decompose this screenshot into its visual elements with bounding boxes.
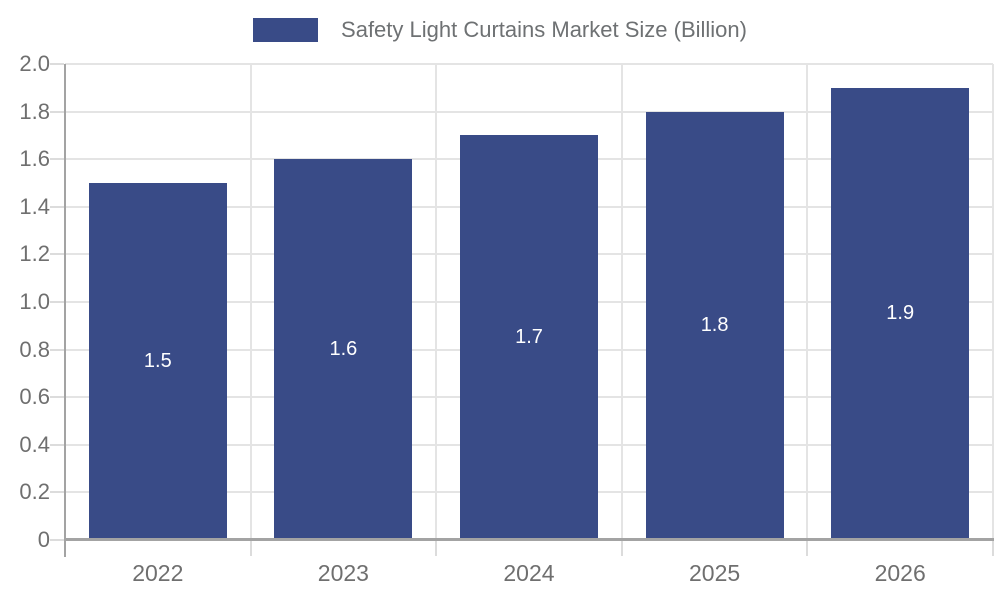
y-outer-tick [50, 110, 64, 113]
bar-value-label: 1.9 [886, 302, 915, 325]
y-outer-tick [50, 443, 64, 446]
gridline-vertical [992, 64, 994, 540]
gridline-vertical [249, 64, 252, 540]
y-outer-tick [50, 158, 64, 161]
legend[interactable]: Safety Light Curtains Market Size (Billi… [0, 17, 1000, 43]
x-tick-label-2025: 2025 [689, 560, 741, 586]
x-outer-tick [992, 541, 994, 556]
gridline-vertical [435, 64, 438, 540]
y-tick-label: 1.4 [19, 193, 50, 219]
legend-swatch [253, 18, 319, 42]
bar-value-label: 1.7 [515, 326, 543, 349]
x-axis-line [64, 538, 994, 541]
y-axis-line [64, 64, 66, 557]
y-tick-label: 1.8 [19, 98, 50, 124]
x-tick-label-2026: 2026 [874, 560, 926, 586]
bar-2025: 1.8 [645, 111, 784, 540]
gridline-vertical [806, 64, 809, 540]
gridline-horizontal [65, 63, 993, 65]
x-outer-tick [435, 541, 438, 556]
y-tick-label: 0 [37, 527, 50, 552]
y-tick-label: 2.0 [19, 51, 50, 76]
y-tick-label: 0.4 [19, 431, 50, 457]
bar-value-label: 1.8 [700, 314, 729, 337]
bar-2026: 1.9 [831, 87, 970, 540]
y-outer-tick [50, 348, 64, 351]
x-outer-tick [620, 541, 623, 556]
x-tick-label-2022: 2022 [132, 560, 184, 586]
bar-2024: 1.7 [460, 135, 598, 540]
gridline-vertical [620, 64, 623, 540]
bar-value-label: 1.5 [143, 350, 172, 372]
y-tick-label: 0.6 [19, 384, 50, 410]
y-tick-label: 0.2 [19, 479, 50, 505]
y-tick-label: 1.0 [19, 289, 50, 314]
y-outer-tick [50, 63, 64, 65]
y-outer-tick [50, 491, 64, 494]
y-outer-tick [50, 253, 64, 256]
x-tick-label-2024: 2024 [503, 560, 555, 586]
bar-2023: 1.6 [274, 159, 413, 540]
legend-label: Safety Light Curtains Market Size (Billi… [341, 17, 747, 42]
x-outer-tick [806, 541, 809, 556]
gridline-horizontal [65, 110, 993, 113]
x-tick-label-2023: 2023 [317, 560, 369, 586]
y-outer-tick [50, 396, 64, 399]
y-tick-label: 1.6 [19, 146, 50, 172]
bar-value-label: 1.6 [329, 338, 358, 361]
y-outer-tick [50, 301, 64, 303]
x-outer-tick [249, 541, 252, 556]
bar-2022: 1.5 [88, 183, 227, 540]
y-outer-tick [50, 205, 64, 208]
y-tick-label: 1.2 [19, 241, 50, 267]
y-outer-tick [50, 539, 64, 541]
plot-area: 1.5 1.6 1.7 1.8 1.9 [65, 63, 994, 540]
y-tick-label: 0.8 [19, 336, 50, 362]
